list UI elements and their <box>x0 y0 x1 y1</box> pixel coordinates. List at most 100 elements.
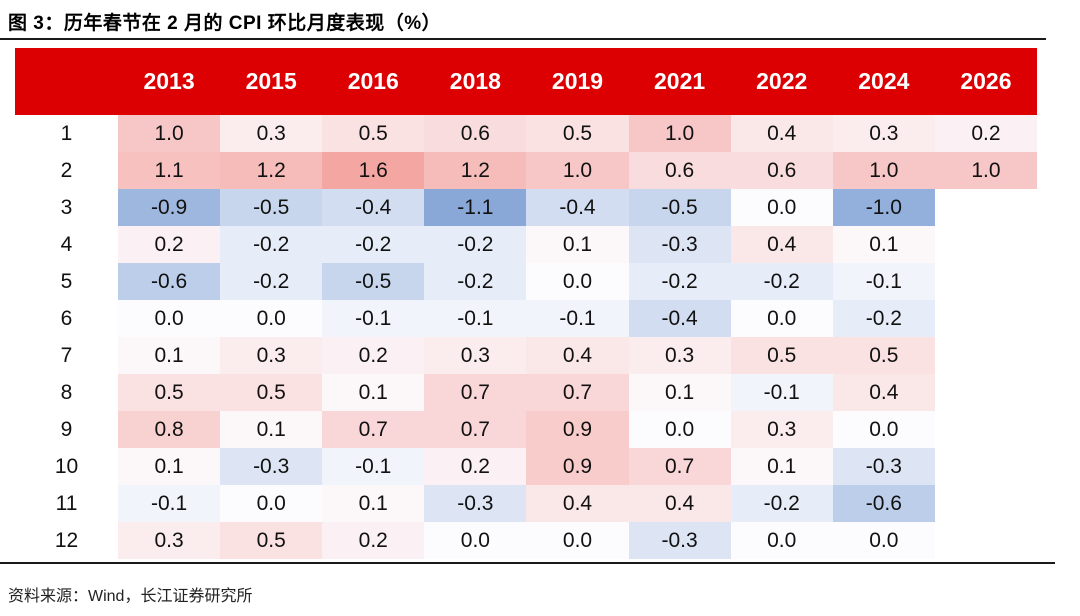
table-cell: 0.5 <box>730 337 833 374</box>
table-cell: 1.1 <box>118 152 221 189</box>
table-cell: -0.3 <box>220 448 323 485</box>
table-cell: -0.2 <box>220 263 323 300</box>
table-cell: 0.3 <box>730 411 833 448</box>
table-cell: -0.2 <box>322 226 425 263</box>
table-cell: 0.1 <box>322 485 425 522</box>
table-cell: 0.5 <box>526 115 629 152</box>
table-cell: 0.5 <box>832 337 935 374</box>
table-cell: 0.4 <box>628 485 731 522</box>
table-row: 10 0.1 -0.3 -0.1 0.2 0.9 0.7 0.1 -0.3 <box>15 448 1037 485</box>
table-cell <box>934 337 1037 374</box>
table-cell: 0.5 <box>118 374 221 411</box>
table-cell: 0.3 <box>628 337 731 374</box>
table-cell: -0.3 <box>628 522 731 559</box>
table-cell <box>934 300 1037 337</box>
table-cell: 0.4 <box>730 115 833 152</box>
table-cell: -0.1 <box>526 300 629 337</box>
table-cell: 0.0 <box>220 485 323 522</box>
table-cell: 0.1 <box>118 448 221 485</box>
month-label: 5 <box>15 263 118 300</box>
month-label: 12 <box>15 522 118 559</box>
table-cell: -0.4 <box>322 189 425 226</box>
month-label: 6 <box>15 300 118 337</box>
table-cell: 0.3 <box>832 115 935 152</box>
table-cell <box>934 226 1037 263</box>
table-cell <box>934 522 1037 559</box>
table-cell: -0.5 <box>220 189 323 226</box>
table-cell: 0.0 <box>118 300 221 337</box>
table-cell: 0.6 <box>730 152 833 189</box>
bottom-divider <box>0 562 1055 564</box>
table-cell: -0.2 <box>628 263 731 300</box>
year-header: 2018 <box>424 48 527 115</box>
table-cell: 0.4 <box>526 485 629 522</box>
table-cell: 0.4 <box>832 374 935 411</box>
month-label: 3 <box>15 189 118 226</box>
table-cell: 0.5 <box>220 374 323 411</box>
table-cell: 0.7 <box>424 411 527 448</box>
table-cell: 0.2 <box>322 522 425 559</box>
table-cell: -0.2 <box>220 226 323 263</box>
month-label: 8 <box>15 374 118 411</box>
month-label: 2 <box>15 152 118 189</box>
table-cell <box>934 485 1037 522</box>
figure-title: 图 3：历年春节在 2 月的 CPI 环比月度表现（%） <box>8 13 442 34</box>
table-row: 11 -0.1 0.0 0.1 -0.3 0.4 0.4 -0.2 -0.6 <box>15 485 1037 522</box>
table-cell: 0.1 <box>730 448 833 485</box>
cpi-heatmap-table: 2013 2015 2016 2018 2019 2021 2022 2024 2026 1 1.… <box>15 48 1037 559</box>
table-cell: -0.1 <box>322 300 425 337</box>
table-row: 12 0.3 0.5 0.2 0.0 0.0 -0.3 0.0 0.0 <box>15 522 1037 559</box>
year-header: 2024 <box>832 48 935 115</box>
table-cell: 1.2 <box>424 152 527 189</box>
table-cell: 1.0 <box>628 115 731 152</box>
table-cell: -0.1 <box>832 263 935 300</box>
table-cell <box>934 263 1037 300</box>
table-cell: -0.5 <box>628 189 731 226</box>
table-cell: -1.1 <box>424 189 527 226</box>
table-cell: -0.1 <box>118 485 221 522</box>
table-cell: 0.6 <box>628 152 731 189</box>
source-note: 资料来源：Wind，长江证券研究所 <box>8 588 253 605</box>
table-row: 6 0.0 0.0 -0.1 -0.1 -0.1 -0.4 0.0 -0.2 <box>15 300 1037 337</box>
table-cell: 0.0 <box>424 522 527 559</box>
table-cell: -0.2 <box>832 300 935 337</box>
table-cell: 0.0 <box>832 522 935 559</box>
table-cell <box>934 189 1037 226</box>
table-row: 5 -0.6 -0.2 -0.5 -0.2 0.0 -0.2 -0.2 -0.1 <box>15 263 1037 300</box>
table-cell: -0.4 <box>526 189 629 226</box>
table-cell: 0.0 <box>832 411 935 448</box>
table-row: 9 0.8 0.1 0.7 0.7 0.9 0.0 0.3 0.0 <box>15 411 1037 448</box>
table-cell: 0.3 <box>118 522 221 559</box>
table-cell: 0.1 <box>220 411 323 448</box>
table-cell: 0.1 <box>118 337 221 374</box>
table-cell: 0.2 <box>118 226 221 263</box>
table-cell: 0.9 <box>526 448 629 485</box>
table-cell: -0.6 <box>832 485 935 522</box>
table-cell: 0.3 <box>424 337 527 374</box>
table-cell <box>934 411 1037 448</box>
month-label: 10 <box>15 448 118 485</box>
table-cell: 0.0 <box>526 263 629 300</box>
title-divider <box>0 38 1046 40</box>
table-cell: 0.0 <box>220 300 323 337</box>
table-cell: 0.3 <box>220 115 323 152</box>
table-cell: 0.7 <box>526 374 629 411</box>
table-header: 2013 2015 2016 2018 2019 2021 2022 2024 2026 <box>15 48 1037 115</box>
table-cell <box>934 374 1037 411</box>
table-body: 1 1.0 0.3 0.5 0.6 0.5 1.0 0.4 0.3 0.2 2 1.1 1.2 1.6 1.… <box>15 115 1037 559</box>
table-cell: 0.7 <box>424 374 527 411</box>
table-cell: -0.4 <box>628 300 731 337</box>
table-row: 1 1.0 0.3 0.5 0.6 0.5 1.0 0.4 0.3 0.2 <box>15 115 1037 152</box>
table-cell: -0.2 <box>730 263 833 300</box>
table-cell: 0.0 <box>730 300 833 337</box>
table-cell: 0.2 <box>934 115 1037 152</box>
table-cell: 0.5 <box>322 115 425 152</box>
table-cell: 0.7 <box>322 411 425 448</box>
table-cell: 0.3 <box>220 337 323 374</box>
table-row: 7 0.1 0.3 0.2 0.3 0.4 0.3 0.5 0.5 <box>15 337 1037 374</box>
table-cell: -0.6 <box>118 263 221 300</box>
table-cell: 1.0 <box>934 152 1037 189</box>
table-row: 8 0.5 0.5 0.1 0.7 0.7 0.1 -0.1 0.4 <box>15 374 1037 411</box>
table-cell: 0.0 <box>730 189 833 226</box>
month-label: 11 <box>15 485 118 522</box>
